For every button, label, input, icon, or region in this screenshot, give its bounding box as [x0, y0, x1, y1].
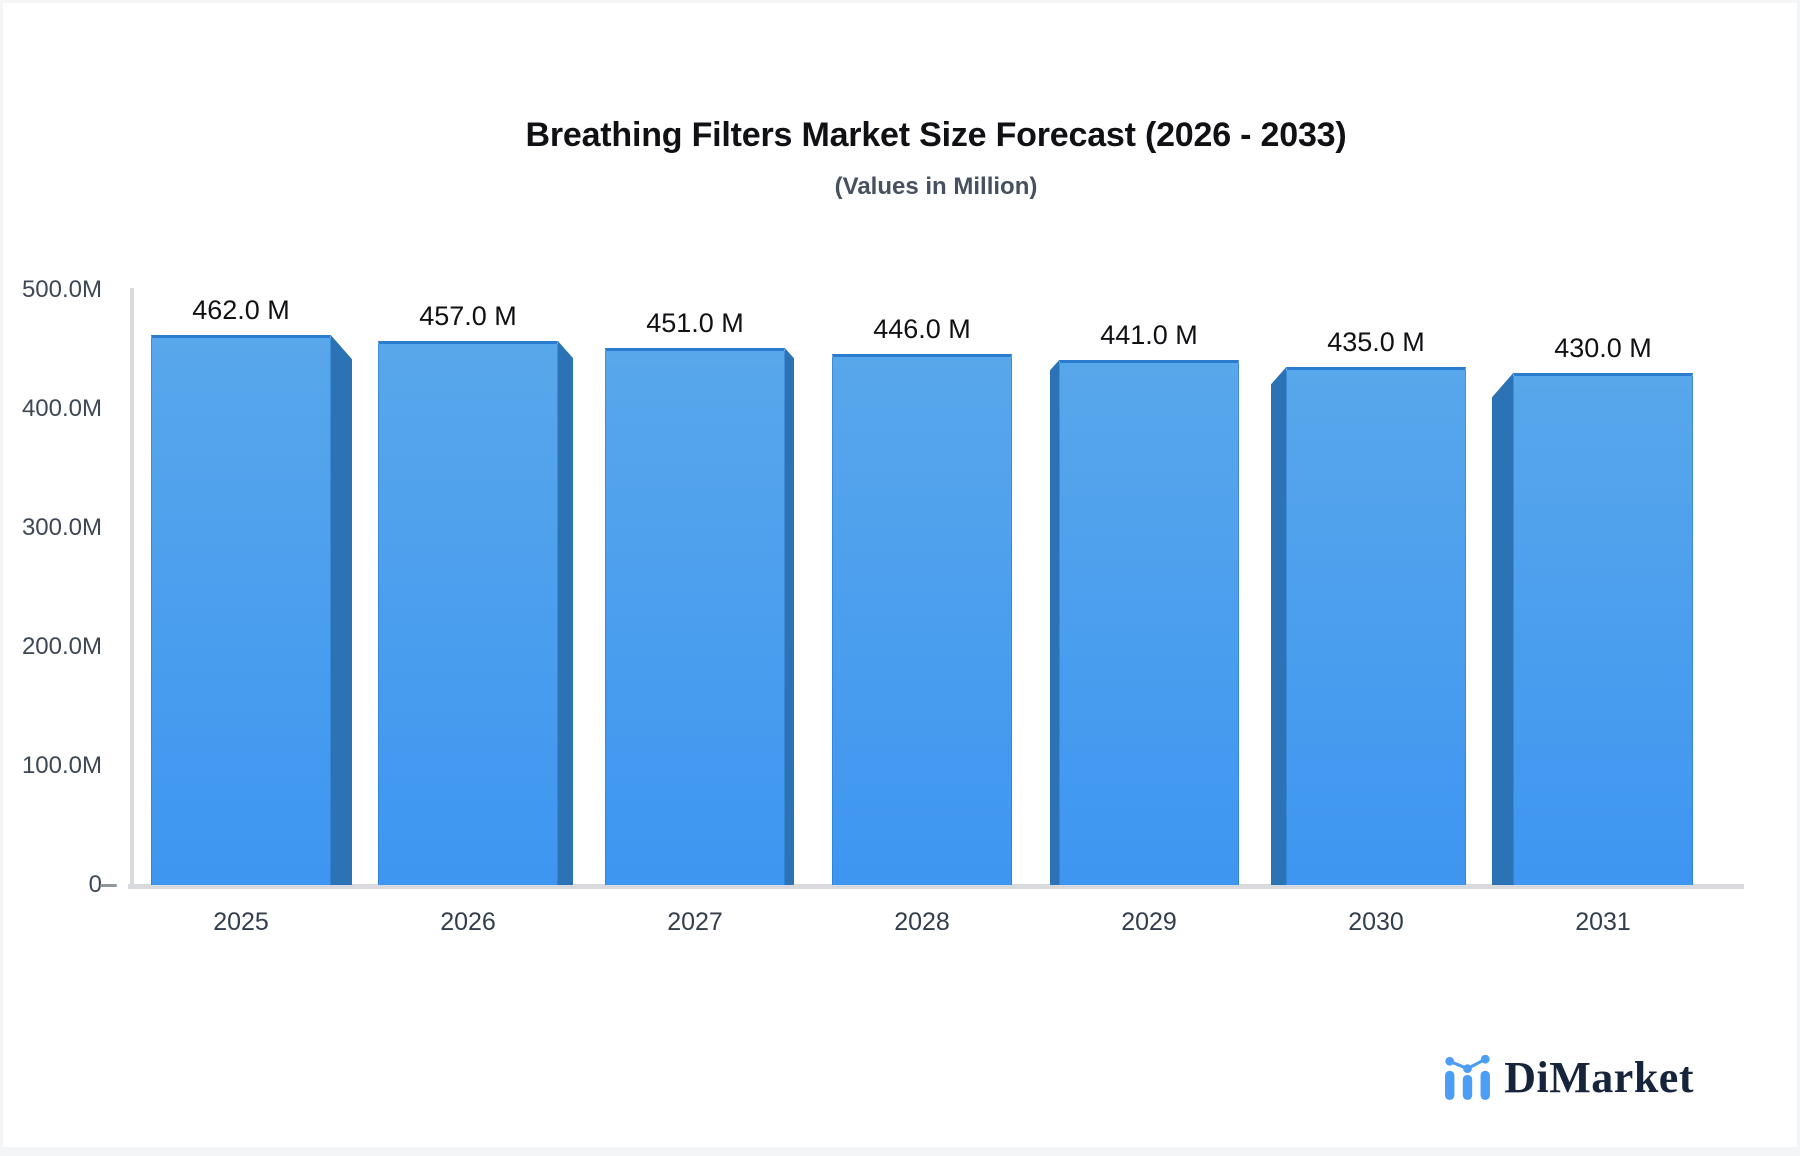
bar-2031 [1513, 373, 1693, 885]
bar-side-2030 [1271, 367, 1286, 885]
bar-2028 [832, 354, 1012, 885]
bar-side-2029 [1050, 360, 1059, 885]
y-tick-label: 400.0M [21, 395, 102, 422]
x-tick-label-2030: 2030 [1348, 908, 1404, 936]
bar-chart-trend-icon [1445, 1055, 1491, 1100]
x-tick-label-2031: 2031 [1575, 908, 1631, 936]
bar-2029 [1059, 360, 1239, 885]
y-tick-label: 300.0M [21, 514, 102, 541]
bar-2027 [605, 348, 785, 885]
bar-2025 [151, 335, 331, 885]
chart-subtitle: (Values in Million) [834, 173, 1038, 200]
bar-side-2027 [785, 348, 794, 885]
brand-logo: DiMarket [1445, 1055, 1694, 1100]
x-tick-label-2027: 2027 [667, 908, 723, 936]
bar-value-label: 451.0 M [646, 308, 744, 339]
bar-value-label: 446.0 M [873, 314, 971, 345]
bar-value-label: 462.0 M [192, 295, 290, 326]
y-tick-label: 200.0M [21, 633, 102, 660]
bar-side-2026 [558, 341, 573, 885]
bar-value-label: 441.0 M [1100, 320, 1198, 351]
bar-side-2031 [1492, 373, 1513, 885]
x-tick-label-2025: 2025 [213, 908, 269, 936]
chart-title: Breathing Filters Market Size Forecast (… [525, 116, 1347, 154]
y-axis-line [130, 288, 134, 884]
zero-tick-mark [100, 884, 117, 887]
x-tick-label-2028: 2028 [894, 908, 950, 936]
bar-2026 [378, 341, 558, 885]
x-tick-label-2026: 2026 [440, 908, 496, 936]
bar-value-label: 430.0 M [1554, 333, 1652, 364]
bar-2030 [1286, 367, 1466, 885]
bar-value-label: 435.0 M [1327, 327, 1425, 358]
bar-side-2025 [331, 335, 352, 885]
brand-name: DiMarket [1504, 1052, 1694, 1102]
x-tick-label-2029: 2029 [1121, 908, 1177, 936]
bar-value-label: 457.0 M [419, 301, 517, 332]
x-axis-baseline [128, 884, 1744, 889]
y-tick-label: 500.0M [21, 276, 102, 303]
y-tick-label: 100.0M [21, 752, 102, 779]
y-tick-label: 0 [88, 871, 102, 898]
